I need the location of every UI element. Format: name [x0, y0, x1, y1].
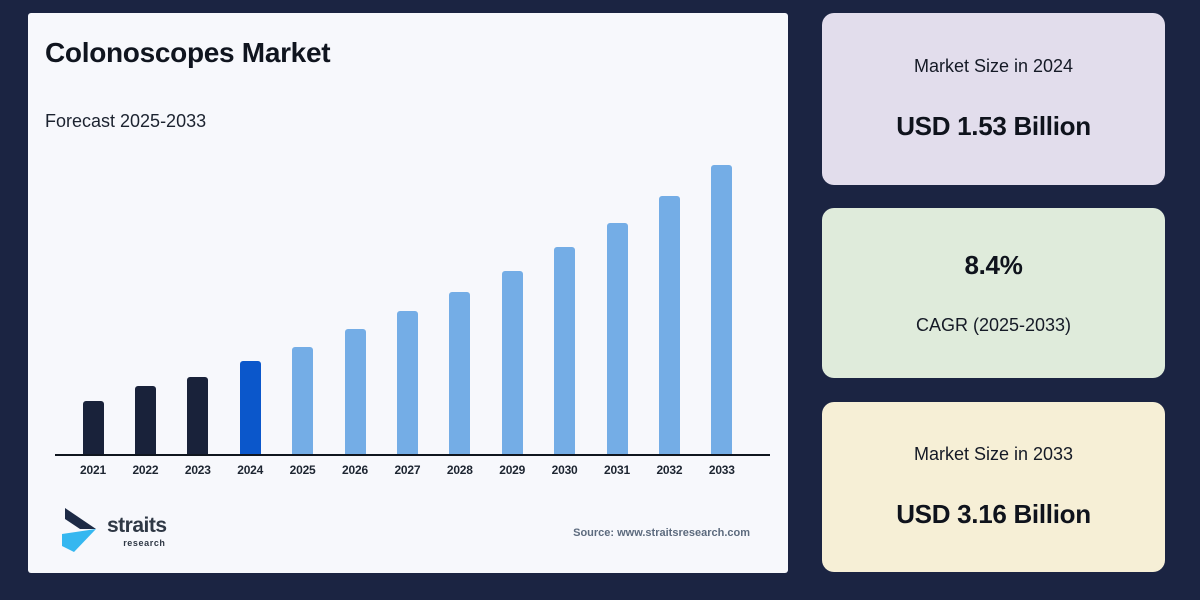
bar-2025 — [292, 347, 314, 454]
chart-panel: Colonoscopes Market Forecast 2025-2033 2… — [28, 13, 788, 573]
x-axis-label-2021: 2021 — [80, 463, 106, 477]
market-size-2024-card: Market Size in 2024 USD 1.53 Billion — [822, 13, 1165, 185]
logo-sub-text: research — [123, 538, 166, 548]
bar-2033 — [711, 165, 733, 454]
logo-brand-text: straits — [107, 514, 167, 537]
cagr-card: 8.4% CAGR (2025-2033) — [822, 208, 1165, 378]
cagr-label: CAGR (2025-2033) — [915, 315, 1072, 335]
source-text: Source: www.straitsresearch.com — [573, 527, 750, 539]
x-axis-label-2032: 2032 — [656, 463, 683, 477]
market-size-2024-label: Market Size in 2024 — [913, 56, 1074, 76]
market-size-2024-value: USD 1.53 Billion — [896, 111, 1091, 141]
x-axis-label-2025: 2025 — [289, 463, 316, 477]
bar-2031 — [606, 223, 628, 454]
bar-2023 — [187, 377, 209, 454]
x-axis-label-2024: 2024 — [237, 463, 264, 477]
market-size-2033-card: Market Size in 2033 USD 3.16 Billion — [822, 402, 1165, 572]
x-axis-label-2022: 2022 — [132, 463, 159, 477]
x-axis-label-2030: 2030 — [551, 463, 578, 477]
bar-2021 — [82, 401, 104, 454]
bar-2030 — [554, 247, 576, 454]
page-title: Colonoscopes Market — [45, 37, 331, 68]
forecast-subtitle: Forecast 2025-2033 — [45, 111, 207, 131]
logo-wordmark: straits research — [107, 515, 167, 548]
x-axis-label-2027: 2027 — [394, 463, 421, 477]
x-axis-label-2031: 2031 — [604, 463, 630, 477]
bar-2026 — [344, 329, 366, 454]
x-axis-label-2029: 2029 — [499, 463, 526, 477]
x-axis-label-2023: 2023 — [184, 463, 211, 477]
bar-2024 — [239, 361, 261, 454]
market-size-2033-value: USD 3.16 Billion — [896, 499, 1091, 529]
bar-2028 — [449, 292, 471, 454]
bar-2029 — [501, 271, 523, 454]
straits-logo-icon — [60, 507, 100, 558]
cagr-value: 8.4% — [964, 250, 1023, 280]
bar-chart: 2021 2022 2023 2024 2025 2026 2027 2028 2029 2030… — [55, 152, 770, 477]
bar-2022 — [134, 386, 156, 454]
bar-2027 — [396, 311, 418, 454]
x-axis-label-2028: 2028 — [446, 463, 473, 477]
market-size-2033-label: Market Size in 2033 — [913, 444, 1074, 464]
straits-research-logo: straits research — [60, 507, 167, 558]
x-axis-label-2033: 2033 — [708, 463, 735, 477]
bar-2032 — [658, 196, 680, 454]
x-axis-label-2026: 2026 — [342, 463, 368, 477]
